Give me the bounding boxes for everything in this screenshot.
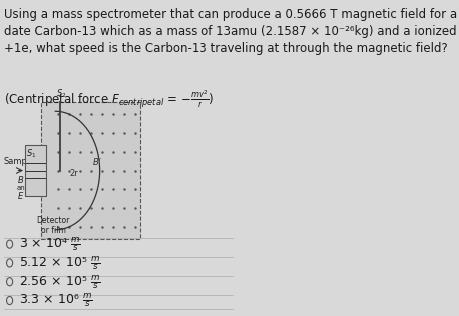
Bar (41, 102, 140, 240)
Text: 2.56 × 10⁵ $\frac{m}{s}$: 2.56 × 10⁵ $\frac{m}{s}$ (19, 273, 101, 291)
Text: 3 × 10⁴ $\frac{m}{s}$: 3 × 10⁴ $\frac{m}{s}$ (19, 235, 81, 253)
Text: $S_2$: $S_2$ (56, 88, 67, 100)
Text: Using a mass spectrometer that can produce a 0.5666 T magnetic field for a radiu: Using a mass spectrometer that can produ… (4, 8, 459, 55)
Text: Detector
or film: Detector or film (36, 216, 69, 235)
Text: $B$: $B$ (17, 174, 24, 185)
Text: (Centripetal force $F_{centripetal}$ = $-\frac{mv^2}{r}$): (Centripetal force $F_{centripetal}$ = $… (4, 89, 213, 110)
Text: $E$: $E$ (17, 190, 24, 201)
Text: Sample: Sample (4, 157, 35, 166)
Text: $B'$: $B'$ (91, 156, 101, 167)
Text: $S_1$: $S_1$ (26, 147, 36, 160)
Text: 3.3 × 10⁶ $\frac{m}{s}$: 3.3 × 10⁶ $\frac{m}{s}$ (19, 292, 92, 309)
Text: 2r: 2r (69, 169, 78, 178)
Text: and: and (17, 185, 30, 191)
Bar (25, 145, 46, 196)
Text: 5.12 × 10⁵ $\frac{m}{s}$: 5.12 × 10⁵ $\frac{m}{s}$ (19, 254, 101, 272)
